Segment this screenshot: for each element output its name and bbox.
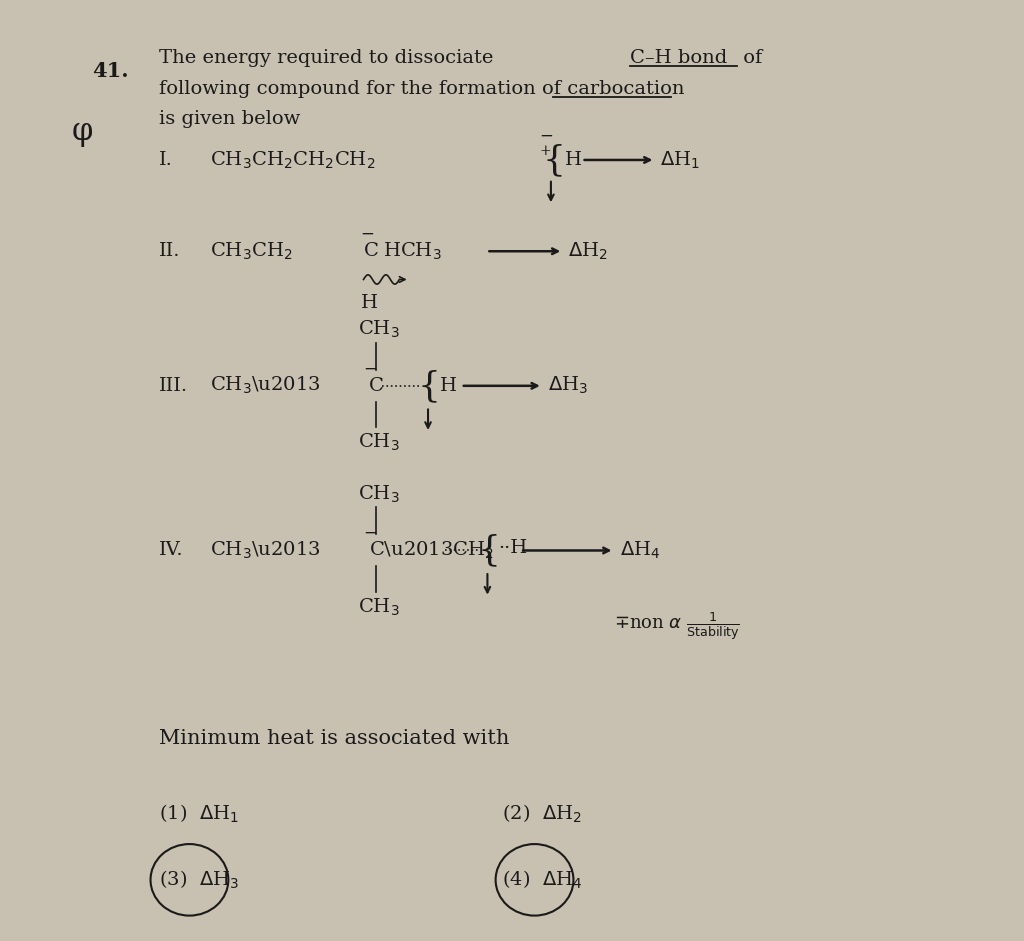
Text: $\Delta$H$_2$: $\Delta$H$_2$ xyxy=(568,241,608,262)
Text: −: − xyxy=(364,525,378,542)
Text: CH$_3$CH$_2$: CH$_3$CH$_2$ xyxy=(210,241,293,262)
Text: CH$_3$CH$_2$CH$_2$CH$_2$: CH$_3$CH$_2$CH$_2$CH$_2$ xyxy=(210,150,376,170)
Text: CH$_3$: CH$_3$ xyxy=(358,597,400,617)
Text: following compound for the formation of carbocation: following compound for the formation of … xyxy=(159,80,684,98)
Text: C–H bond: C–H bond xyxy=(630,49,727,67)
Text: H: H xyxy=(565,151,583,169)
Text: HCH$_3$: HCH$_3$ xyxy=(383,241,441,262)
Text: −: − xyxy=(364,360,378,377)
Text: H: H xyxy=(360,294,378,312)
Text: H: H xyxy=(440,376,458,395)
Text: +: + xyxy=(540,144,551,157)
Text: C: C xyxy=(369,376,384,395)
Text: $\Delta$H$_4$: $\Delta$H$_4$ xyxy=(620,540,659,561)
Text: CH$_3$\u2013: CH$_3$\u2013 xyxy=(210,375,321,396)
Text: Minimum heat is associated with: Minimum heat is associated with xyxy=(159,729,509,748)
Text: {: { xyxy=(543,143,565,177)
Text: $\Delta$H$_1$: $\Delta$H$_1$ xyxy=(660,150,700,170)
Text: ··H: ··H xyxy=(499,538,528,557)
Text: (2)  $\Delta$H$_2$: (2) $\Delta$H$_2$ xyxy=(502,803,582,825)
Text: $\Delta$H$_3$: $\Delta$H$_3$ xyxy=(548,375,588,396)
Text: II.: II. xyxy=(159,242,180,261)
Text: CH$_3$: CH$_3$ xyxy=(358,319,400,340)
Text: C: C xyxy=(364,242,379,261)
Text: −: − xyxy=(540,128,554,145)
Text: {: { xyxy=(477,534,500,567)
Text: 41.: 41. xyxy=(92,61,129,81)
Text: $\mp$non $\alpha$ $\frac{1}{\rm Stability}$: $\mp$non $\alpha$ $\frac{1}{\rm Stabilit… xyxy=(614,610,740,642)
Text: (4)  $\Delta$H$_4$: (4) $\Delta$H$_4$ xyxy=(502,869,583,891)
Text: is given below: is given below xyxy=(159,110,300,128)
Text: The energy required to dissociate: The energy required to dissociate xyxy=(159,49,500,67)
Text: CH$_3$\u2013: CH$_3$\u2013 xyxy=(210,540,321,561)
Text: {: { xyxy=(418,369,440,403)
Text: CH$_3$: CH$_3$ xyxy=(358,432,400,453)
Text: C\u2013CH$_2$: C\u2013CH$_2$ xyxy=(369,540,494,561)
Text: I.: I. xyxy=(159,151,173,169)
Text: (3)  $\Delta$H$_3$: (3) $\Delta$H$_3$ xyxy=(159,869,239,891)
Text: of: of xyxy=(737,49,763,67)
Text: IV.: IV. xyxy=(159,541,183,560)
Text: φ: φ xyxy=(72,116,93,147)
Text: (1)  $\Delta$H$_1$: (1) $\Delta$H$_1$ xyxy=(159,803,239,825)
Text: −: − xyxy=(360,226,375,243)
Text: III.: III. xyxy=(159,376,187,395)
Text: CH$_3$: CH$_3$ xyxy=(358,484,400,504)
